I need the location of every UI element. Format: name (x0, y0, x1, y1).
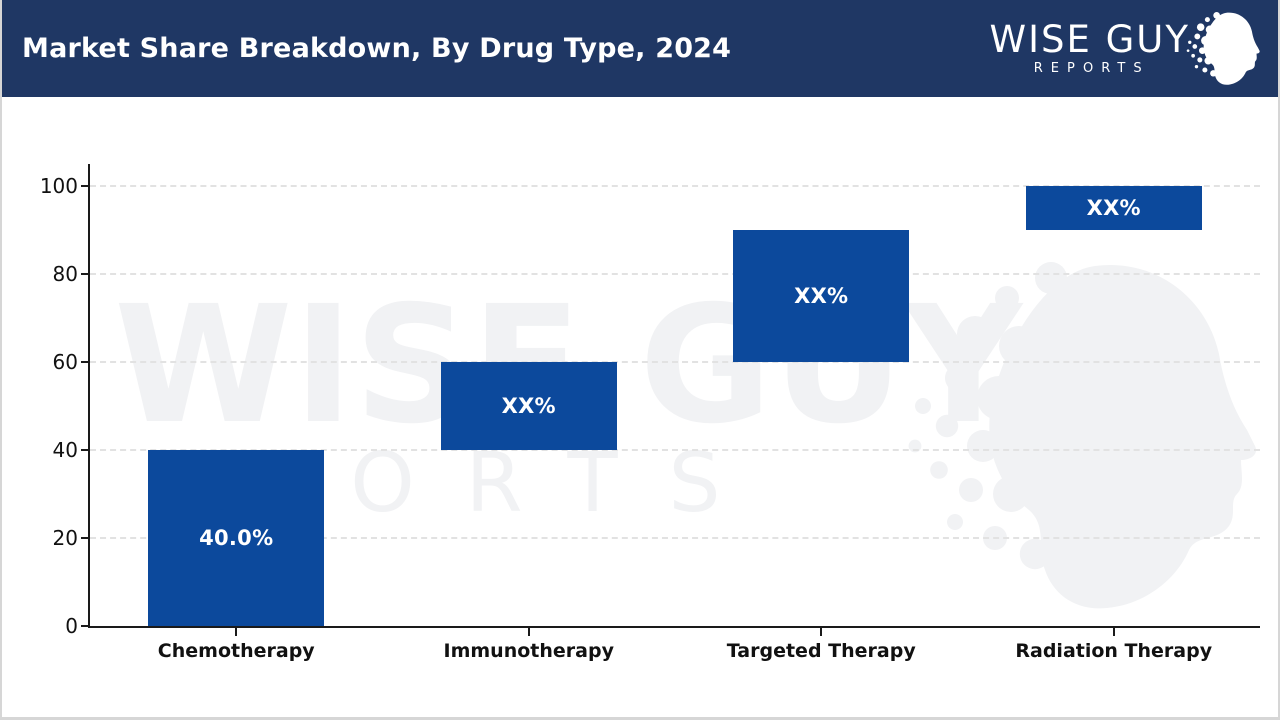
y-tick-label-0: 0 (65, 614, 78, 638)
logo-line1: WISE GUY (989, 18, 1190, 61)
bar-value-label: XX% (501, 394, 556, 418)
bar-chemotherapy: 40.0% (148, 450, 325, 626)
watermark-head-icon (908, 262, 1257, 609)
page-title: Market Share Breakdown, By Drug Type, 20… (22, 33, 732, 64)
y-tick-20 (81, 537, 89, 539)
y-tick-40 (81, 449, 89, 451)
y-tick-label-40: 40 (52, 438, 78, 462)
logo-wordmark: WISE GUY REPORTS (990, 21, 1190, 76)
y-tick-80 (81, 273, 89, 275)
gridline-80 (90, 273, 1260, 275)
y-tick-0 (81, 625, 89, 627)
x-tick-2 (820, 628, 823, 636)
y-tick-label-60: 60 (52, 350, 78, 374)
bar-value-label: 40.0% (199, 526, 274, 550)
gridline-60 (90, 361, 1260, 363)
y-tick-100 (81, 185, 89, 187)
y-tick-label-80: 80 (52, 262, 78, 286)
logo-line2: REPORTS (1033, 61, 1150, 76)
x-tick-1 (527, 628, 530, 636)
gridline-40 (90, 449, 1260, 451)
x-tick-label-0: Chemotherapy (157, 640, 315, 662)
x-tick-0 (235, 628, 238, 636)
y-tick-label-20: 20 (52, 526, 78, 550)
bar-radiation-therapy: XX% (1025, 186, 1202, 230)
bar-value-label: XX% (794, 284, 849, 308)
x-axis-spine (88, 626, 1260, 628)
x-tick-label-3: Radiation Therapy (1015, 640, 1213, 662)
header-bar: Market Share Breakdown, By Drug Type, 20… (2, 0, 1278, 97)
dotted-head-icon (1186, 11, 1260, 85)
bar-value-label: XX% (1086, 196, 1141, 220)
x-tick-3 (1112, 628, 1115, 636)
y-axis-spine (88, 164, 90, 628)
gridline-20 (90, 537, 1260, 539)
x-tick-label-1: Immunotherapy (443, 640, 614, 662)
bar-targeted-therapy: XX% (733, 230, 910, 362)
bar-immunotherapy: XX% (440, 362, 617, 450)
gridline-100 (90, 185, 1260, 187)
y-tick-label-100: 100 (39, 174, 78, 198)
y-tick-60 (81, 361, 89, 363)
x-tick-label-2: Targeted Therapy (726, 640, 916, 662)
wise-guy-logo: WISE GUY REPORTS (990, 7, 1264, 91)
